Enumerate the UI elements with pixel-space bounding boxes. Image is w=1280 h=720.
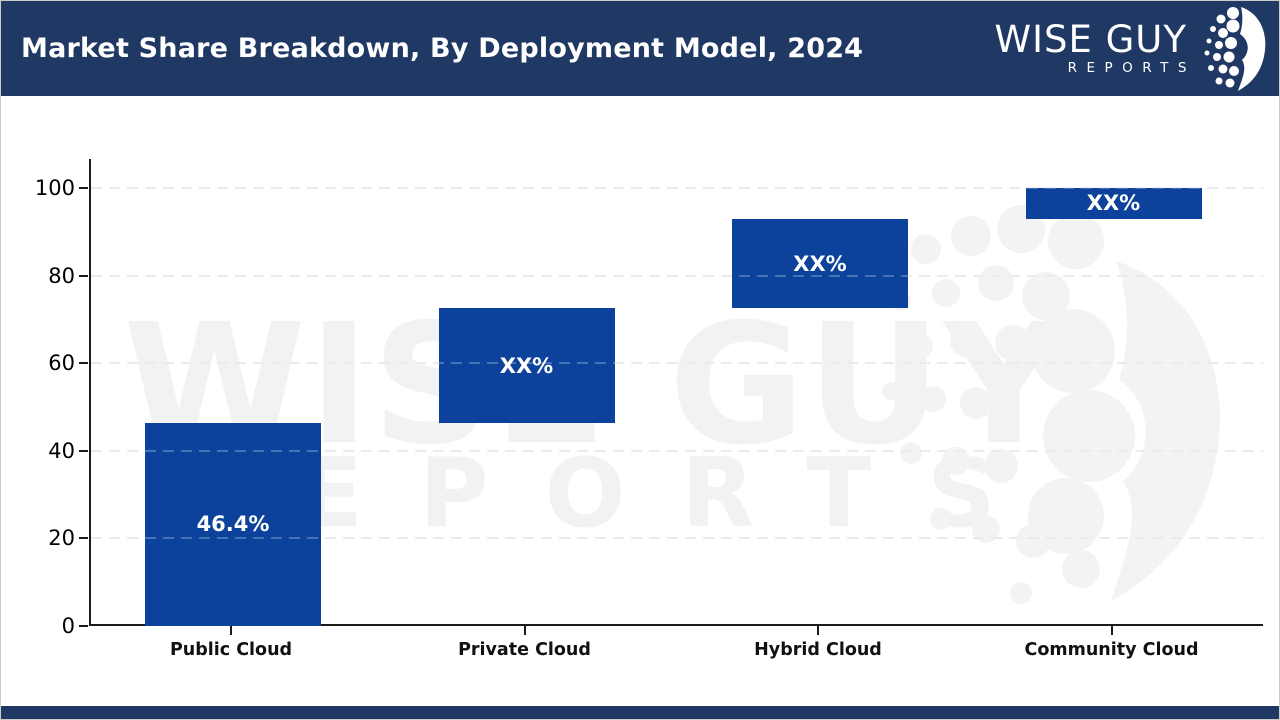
gridline-y80 — [91, 274, 1263, 277]
bar-private-cloud: XX% — [438, 308, 615, 423]
bar-community-cloud: XX% — [1025, 188, 1202, 219]
x-tick-label-public-cloud: Public Cloud — [169, 640, 293, 660]
y-tick-mark-20 — [79, 537, 88, 540]
y-tick-label-80: 80 — [48, 263, 75, 288]
y-tick-mark-100 — [79, 187, 88, 189]
y-tick-label-40: 40 — [48, 438, 75, 463]
brand-subname: REPORTS — [1067, 60, 1196, 76]
y-tick-label-100: 100 — [34, 176, 75, 200]
brand-logo: WISE GUY REPORTS — [995, 1, 1267, 96]
x-tick-mark-4 — [1110, 626, 1113, 635]
x-tick-mark-2 — [523, 626, 526, 635]
gridline-y60 — [91, 362, 1263, 365]
bar-value-label: 46.4% — [196, 512, 270, 537]
y-tick-mark-60 — [79, 362, 88, 365]
gridline-y20 — [91, 537, 1263, 540]
y-tick-mark-0 — [79, 625, 88, 627]
bar-value-label: XX% — [793, 251, 847, 276]
x-tick-label-community-cloud: Community Cloud — [1024, 640, 1199, 660]
gridline-overlay-y100 — [91, 187, 1263, 189]
plot-area: 46.4% XX% XX% XX% — [89, 159, 1263, 626]
brand-name: WISE GUY — [994, 18, 1187, 61]
x-tick-label-private-cloud: Private Cloud — [458, 640, 591, 660]
footer-bar — [1, 706, 1279, 719]
gridline-overlay-y40 — [91, 449, 1263, 452]
gridline-y100 — [91, 187, 1263, 189]
header-bar: Market Share Breakdown, By Deployment Mo… — [1, 1, 1279, 96]
x-tick-label-hybrid-cloud: Hybrid Cloud — [754, 640, 882, 660]
brand-logo-text: WISE GUY REPORTS — [995, 21, 1187, 76]
gridline-y40 — [91, 449, 1263, 452]
x-tick-mark-3 — [817, 626, 819, 635]
x-tick-mark-1 — [230, 626, 232, 635]
y-tick-label-0: 0 — [61, 614, 75, 638]
y-tick-mark-40 — [79, 449, 88, 452]
gridline-overlay-y20 — [91, 537, 1263, 540]
brand-face-icon — [1204, 6, 1266, 91]
bar-public-cloud: 46.4% — [145, 422, 321, 626]
bar-hybrid-cloud: XX% — [732, 218, 908, 309]
gridline-overlay-y60 — [91, 362, 1263, 365]
y-tick-label-20: 20 — [48, 526, 75, 551]
y-tick-mark-80 — [79, 274, 88, 277]
y-tick-label-60: 60 — [48, 351, 75, 376]
chart-title: Market Share Breakdown, By Deployment Mo… — [21, 33, 864, 64]
bar-value-label: XX% — [1086, 191, 1141, 216]
gridline-overlay-y80 — [91, 274, 1263, 277]
bar-value-label: XX% — [499, 353, 554, 378]
watermark-face-icon — [882, 205, 1220, 604]
